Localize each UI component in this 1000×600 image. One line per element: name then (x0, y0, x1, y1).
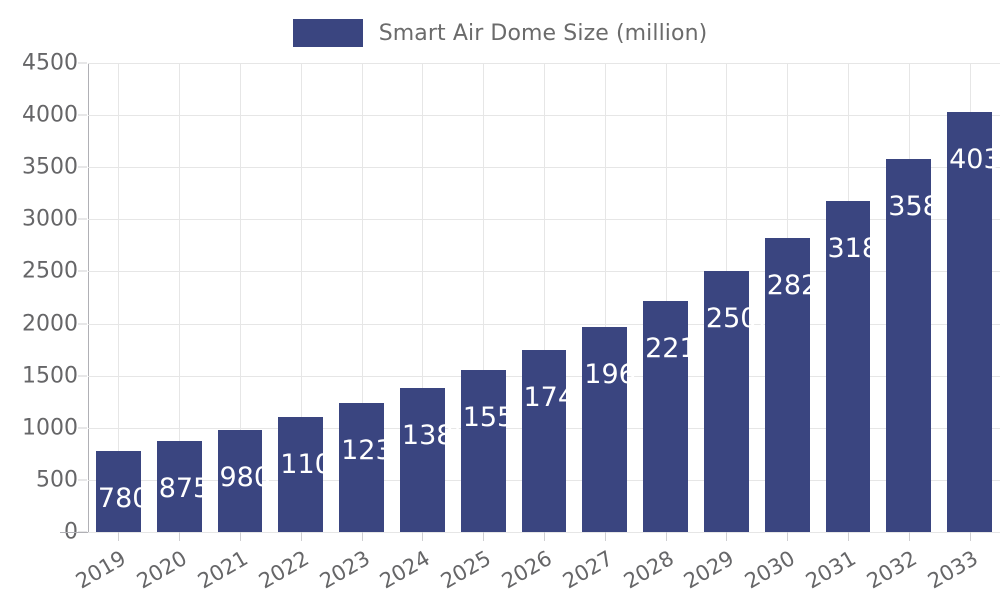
x-axis-tick-label: 2028 (619, 546, 678, 594)
x-axis-tick-label: 2021 (193, 546, 252, 594)
y-axis-tick-mark (78, 323, 87, 325)
x-axis-tick-label: 2027 (558, 546, 617, 594)
y-axis-tick-label: 2500 (22, 258, 78, 284)
bar[interactable] (947, 112, 993, 532)
x-axis-tick-label: 2023 (315, 546, 374, 594)
x-axis-tick-label: 2032 (862, 546, 921, 594)
bar[interactable] (156, 440, 202, 532)
bar[interactable] (217, 429, 263, 532)
bar-value-label: 875 (158, 472, 211, 504)
x-axis-tick-mark (118, 532, 119, 541)
x-axis-tick-mark (301, 532, 302, 541)
bar-value-label: 1745 (523, 382, 593, 414)
y-axis-tick-label: 1500 (22, 363, 78, 389)
x-axis-tick-mark (544, 532, 545, 541)
bar-value-label: 2820 (766, 270, 836, 302)
y-axis-tick-mark (78, 427, 87, 429)
bar[interactable] (521, 350, 567, 532)
x-axis-tick-mark (848, 532, 849, 541)
x-axis-tick-mark (666, 532, 667, 541)
bar[interactable] (703, 271, 749, 532)
bar[interactable] (95, 450, 141, 532)
x-axis-tick-label: 2030 (740, 546, 800, 594)
x-axis-tick-label: 2033 (923, 546, 982, 594)
y-axis-tick-label: 4000 (22, 102, 78, 128)
bar[interactable] (764, 238, 810, 532)
y-axis-tick-labels: 0 500 1000 1500 2000 2500 3000 3500 4000 4500 (0, 0, 87, 600)
y-axis-tick-label: 500 (36, 467, 78, 493)
bars-layer: 780 875 980 1100 1235 1385 1550 1745 1965 2215 250… (88, 63, 1000, 532)
y-axis-tick-mark (78, 166, 87, 168)
x-axis-tick-labels: 2019 2020 2021 2022 2023 2024 2025 2026 2027 2028… (72, 532, 1000, 600)
bar[interactable] (339, 403, 385, 532)
x-axis-tick-label: 2031 (801, 546, 860, 594)
legend-label-smart-air-dome-size[interactable]: Smart Air Dome Size (million) (378, 20, 708, 46)
plot-area: 780 875 980 1100 1235 1385 1550 1745 1965 2215 250… (88, 63, 1000, 533)
x-axis-tick-label: 2025 (436, 546, 496, 594)
y-axis-tick-label: 4500 (22, 50, 78, 76)
y-axis-tick-mark (78, 479, 87, 481)
bar-value-label: 1550 (462, 402, 532, 434)
y-axis-tick-label: 3500 (22, 154, 78, 180)
y-axis-tick-label: 2000 (22, 311, 78, 337)
x-axis-tick-mark (605, 532, 606, 541)
y-axis-tick-mark (78, 270, 87, 272)
bar[interactable] (278, 417, 324, 532)
y-axis-tick-mark (78, 114, 87, 116)
bar-value-label: 1235 (341, 435, 410, 467)
bar-value-label: 1100 (280, 449, 350, 481)
y-axis-tick-label: 3000 (22, 206, 78, 232)
y-axis-tick-mark (78, 218, 87, 220)
x-axis-tick-label: 2029 (680, 546, 739, 594)
y-axis-tick-mark (78, 375, 87, 377)
bar[interactable] (825, 200, 871, 532)
x-axis-tick-mark (362, 532, 363, 541)
bar-value-label: 2215 (645, 333, 714, 365)
bar-value-label: 3180 (827, 232, 897, 264)
bar-value-label: 780 (97, 482, 150, 514)
chart-legend: Smart Air Dome Size (million) (0, 14, 1000, 52)
legend-swatch-smart-air-dome-size[interactable] (292, 19, 363, 47)
bar-value-label: 1385 (401, 419, 471, 451)
bar[interactable] (886, 158, 932, 532)
x-axis-tick-mark (179, 532, 180, 541)
x-axis-tick-mark (240, 532, 241, 541)
bar[interactable] (399, 387, 445, 532)
x-axis-tick-mark (422, 532, 423, 541)
bar[interactable] (582, 327, 628, 532)
x-axis-tick-label: 2026 (497, 546, 556, 594)
bar-value-label: 2500 (705, 303, 775, 335)
x-axis-tick-mark (909, 532, 910, 541)
x-axis-tick-mark (726, 532, 727, 541)
y-axis-spine (88, 63, 89, 533)
x-axis-tick-mark (970, 532, 971, 541)
x-axis-tick-label: 2022 (254, 546, 313, 594)
x-axis-tick-label: 2020 (132, 546, 192, 594)
bar-value-label: 980 (219, 461, 272, 493)
x-axis-tick-mark (787, 532, 788, 541)
y-axis-tick-label: 1000 (22, 415, 78, 441)
bar-value-label: 1965 (584, 359, 654, 391)
bar[interactable] (460, 370, 506, 532)
x-axis-tick-label: 2024 (376, 546, 435, 594)
bar[interactable] (643, 301, 689, 532)
y-axis-tick-mark (78, 62, 87, 64)
bar-value-label: 3580 (888, 190, 958, 222)
x-axis-tick-mark (483, 532, 484, 541)
bar-value-label: 4030 (949, 143, 1000, 175)
